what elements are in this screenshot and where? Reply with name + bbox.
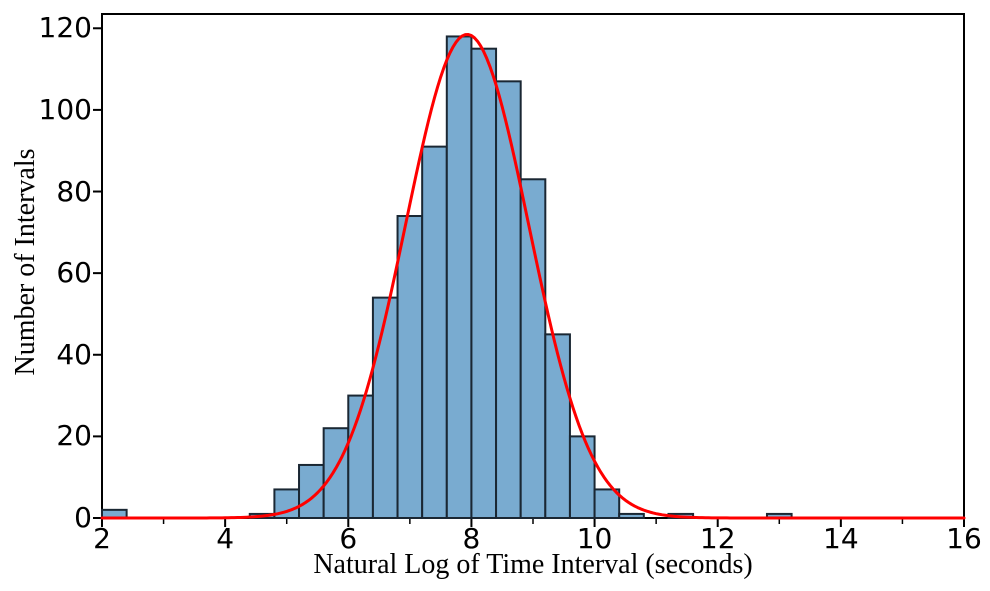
x-tick-label: 4 xyxy=(216,522,235,555)
y-tick-label: 20 xyxy=(56,419,92,453)
y-tick-label: 80 xyxy=(56,174,92,208)
y-tick-label: 40 xyxy=(56,337,92,371)
histogram-bar xyxy=(421,145,448,519)
normal-fit-curve xyxy=(100,33,966,520)
x-tick-label: 12 xyxy=(699,522,736,555)
histogram-bar xyxy=(495,80,522,519)
x-axis-label: Natural Log of Time Interval (seconds) xyxy=(313,549,753,580)
y-tick-label: 0 xyxy=(74,501,92,534)
histogram-bar xyxy=(544,333,571,519)
histogram-bar xyxy=(568,435,596,519)
histogram-bar xyxy=(519,178,547,519)
histogram-bar xyxy=(618,512,645,519)
histogram-bar xyxy=(593,488,621,519)
histogram-bar xyxy=(322,427,350,520)
x-tick-label: 6 xyxy=(339,522,358,555)
x-tick-label: 8 xyxy=(462,522,481,555)
y-tick-label: 60 xyxy=(56,256,92,290)
histogram-bar xyxy=(371,296,399,519)
histogram-bar xyxy=(396,215,424,520)
x-tick-label: 2 xyxy=(93,522,111,555)
y-tick-label: 100 xyxy=(38,92,92,126)
histogram-bar xyxy=(445,35,473,519)
histogram-bar xyxy=(347,394,374,520)
x-tick-label: 16 xyxy=(946,522,982,555)
y-tick-label: 120 xyxy=(38,11,92,45)
x-tick-label: 10 xyxy=(576,522,613,555)
x-tick-label: 14 xyxy=(823,522,859,555)
histogram-bar xyxy=(470,47,498,519)
y-axis-label: Number of Intervals xyxy=(10,148,41,376)
